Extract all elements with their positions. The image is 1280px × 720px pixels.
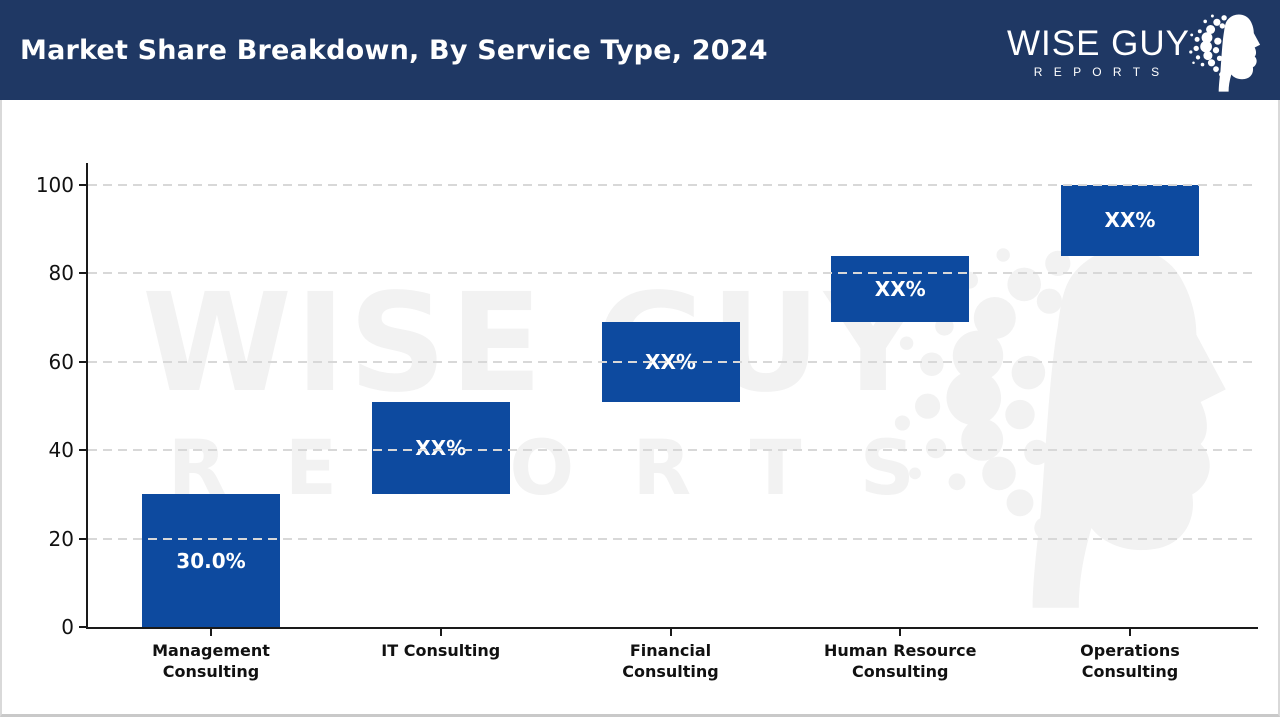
x-tick-mark bbox=[669, 629, 672, 636]
y-tick-label: 100 bbox=[35, 173, 74, 197]
y-tick-label: 0 bbox=[61, 615, 74, 639]
bar-value-label: XX% bbox=[874, 276, 926, 301]
x-tick-mark bbox=[439, 629, 442, 636]
x-category-label: Financial Consulting bbox=[622, 641, 719, 682]
x-tick-mark bbox=[210, 629, 212, 636]
y-tick-label: 40 bbox=[48, 438, 74, 463]
page-title: Market Share Breakdown, By Service Type,… bbox=[20, 34, 768, 66]
header-bar: Market Share Breakdown, By Service Type,… bbox=[0, 0, 1280, 100]
y-tick-mark bbox=[79, 449, 86, 452]
bar-value-label: XX% bbox=[415, 435, 467, 460]
chart-bar: XX% bbox=[1061, 185, 1199, 256]
y-gridline bbox=[88, 449, 1258, 452]
y-gridline bbox=[88, 272, 1258, 275]
y-gridline bbox=[88, 184, 1258, 186]
y-axis-line bbox=[86, 163, 88, 629]
x-category-label: Management Consulting bbox=[152, 641, 270, 682]
y-tick-mark bbox=[79, 184, 86, 186]
logo-wordmark: WISE GUY bbox=[1006, 23, 1190, 63]
y-tick-label: 60 bbox=[48, 349, 74, 374]
chart-bar: XX% bbox=[371, 401, 510, 495]
y-tick-mark bbox=[79, 272, 86, 275]
content-frame bbox=[0, 100, 1280, 717]
chart-bar: XX% bbox=[831, 255, 970, 323]
x-tick-mark bbox=[899, 629, 902, 636]
watermark-wordmark: WISE GUY bbox=[142, 265, 926, 423]
bar-value-label: XX% bbox=[1104, 208, 1156, 233]
y-tick-mark bbox=[79, 537, 86, 540]
y-gridline bbox=[88, 537, 1258, 540]
y-tick-mark bbox=[79, 626, 86, 628]
watermark-subtext: R E P O R T S bbox=[168, 423, 931, 512]
bar-value-label: 30.0% bbox=[176, 548, 246, 573]
x-axis-line bbox=[86, 627, 1258, 629]
x-category-label: IT Consulting bbox=[381, 641, 501, 660]
y-tick-label: 20 bbox=[48, 526, 74, 551]
y-tick-label: 80 bbox=[48, 261, 74, 286]
y-gridline bbox=[88, 360, 1258, 363]
logo-head-icon bbox=[1180, 7, 1270, 97]
logo-text: WISE GUY R E P O R T S bbox=[1007, 26, 1190, 79]
x-category-label: Human Resource Consulting bbox=[823, 641, 977, 682]
x-category-label: Operations Consulting bbox=[1080, 641, 1180, 682]
chart-bar: 30.0% bbox=[142, 494, 280, 627]
y-tick-mark bbox=[79, 360, 86, 363]
logo-subtext: R E P O R T S bbox=[1033, 64, 1164, 79]
x-tick-mark bbox=[1129, 629, 1131, 636]
brand-logo: WISE GUY R E P O R T S bbox=[1007, 7, 1270, 97]
